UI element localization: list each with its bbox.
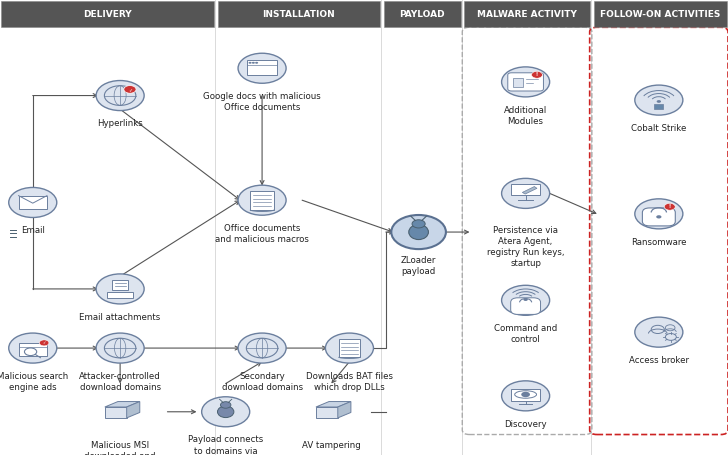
Text: Attacker-controlled
download domains: Attacker-controlled download domains [79,372,161,392]
Text: MALWARE ACTIVITY: MALWARE ACTIVITY [478,10,577,19]
Text: !: ! [668,204,671,209]
Text: Email attachments: Email attachments [79,313,161,322]
Circle shape [664,203,676,210]
Circle shape [656,215,662,218]
FancyBboxPatch shape [19,344,47,356]
Circle shape [255,62,258,64]
Ellipse shape [635,317,683,347]
Ellipse shape [635,85,683,115]
Text: Additional
Modules: Additional Modules [504,106,547,126]
Polygon shape [105,407,127,418]
Circle shape [252,62,255,64]
Text: AV tampering: AV tampering [302,441,360,450]
FancyBboxPatch shape [112,280,128,290]
Circle shape [531,71,542,78]
Ellipse shape [96,333,144,363]
FancyBboxPatch shape [107,292,133,298]
Ellipse shape [9,333,57,363]
Ellipse shape [635,199,683,229]
Ellipse shape [409,225,428,239]
Text: Downloads BAT files
which drop DLLs: Downloads BAT files which drop DLLs [306,372,393,392]
Polygon shape [316,402,351,407]
Text: PAYLOAD: PAYLOAD [400,10,445,19]
Polygon shape [127,402,140,418]
Ellipse shape [502,67,550,97]
Circle shape [39,340,49,346]
Text: Cobalt Strike: Cobalt Strike [631,124,687,133]
Text: INSTALLATION: INSTALLATION [263,10,335,19]
FancyBboxPatch shape [464,1,590,27]
FancyBboxPatch shape [250,191,274,210]
Text: Secondary
download domains: Secondary download domains [221,372,303,392]
Ellipse shape [325,333,373,363]
FancyBboxPatch shape [642,208,676,226]
Text: Malicious MSI
downloaded and
executed: Malicious MSI downloaded and executed [84,441,156,455]
Text: ✓: ✓ [128,87,132,92]
Ellipse shape [502,381,550,411]
Ellipse shape [238,333,286,363]
Polygon shape [523,187,537,194]
FancyBboxPatch shape [218,1,380,27]
FancyBboxPatch shape [512,184,540,196]
FancyBboxPatch shape [1,1,214,27]
Circle shape [124,86,136,93]
Text: ✓: ✓ [42,341,46,345]
Ellipse shape [502,178,550,208]
Ellipse shape [238,53,286,83]
Circle shape [521,392,530,397]
Ellipse shape [238,185,286,215]
Ellipse shape [96,81,144,111]
FancyBboxPatch shape [384,1,461,27]
Text: Command and
control: Command and control [494,324,557,344]
Ellipse shape [96,274,144,304]
FancyBboxPatch shape [512,389,540,400]
Text: !: ! [536,72,538,77]
Circle shape [221,402,231,408]
Ellipse shape [218,406,234,418]
Text: Hyperlinks: Hyperlinks [98,119,143,128]
FancyBboxPatch shape [654,104,663,109]
Text: Office documents
and malicious macros: Office documents and malicious macros [215,224,309,244]
Text: Discovery: Discovery [505,420,547,429]
Ellipse shape [9,187,57,217]
Ellipse shape [202,397,250,427]
Text: Persistence via
Atera Agent,
registry Run keys,
startup: Persistence via Atera Agent, registry Ru… [487,226,564,268]
FancyBboxPatch shape [513,78,523,87]
FancyBboxPatch shape [247,60,277,75]
Polygon shape [316,407,338,418]
Polygon shape [105,402,140,407]
Text: ZLoader
payload: ZLoader payload [401,256,436,276]
Ellipse shape [392,215,446,249]
Text: DELIVERY: DELIVERY [83,10,132,19]
FancyBboxPatch shape [19,196,47,209]
Text: FOLLOW-ON ACTIVITIES: FOLLOW-ON ACTIVITIES [601,10,721,19]
Circle shape [523,298,528,301]
Text: Access broker: Access broker [629,356,689,365]
Text: Payload connects
to domains via
PowerShell: Payload connects to domains via PowerShe… [188,435,264,455]
Text: Ransomware: Ransomware [631,238,687,247]
Text: Email: Email [21,226,44,235]
Text: Malicious search
engine ads: Malicious search engine ads [0,372,68,392]
Circle shape [657,100,661,103]
FancyBboxPatch shape [594,1,727,27]
Text: Google docs with malicious
Office documents: Google docs with malicious Office docume… [203,92,321,112]
Circle shape [248,62,252,64]
Circle shape [412,220,425,228]
Ellipse shape [502,285,550,315]
FancyBboxPatch shape [508,73,543,91]
FancyBboxPatch shape [339,339,360,357]
Polygon shape [338,402,351,418]
FancyBboxPatch shape [511,298,541,314]
